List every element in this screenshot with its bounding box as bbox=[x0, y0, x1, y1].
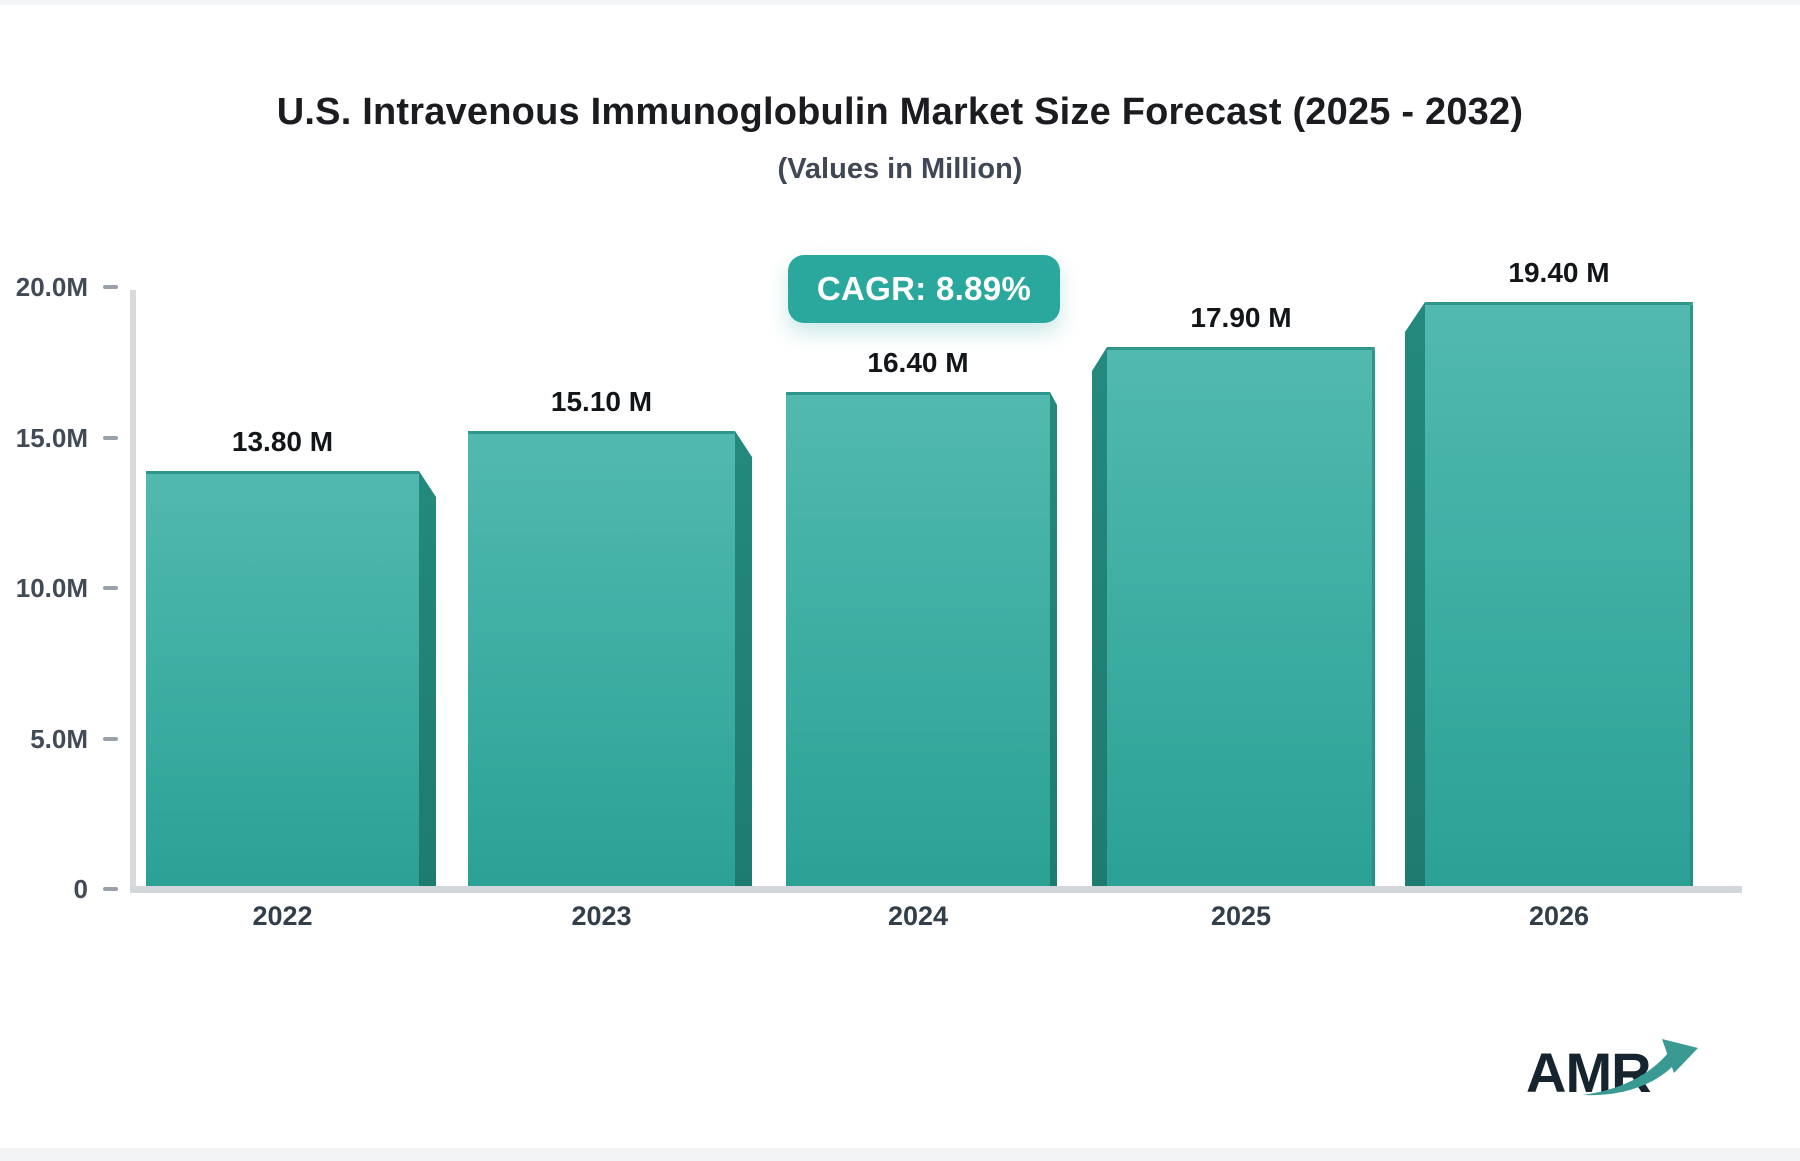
bar-2023 bbox=[468, 431, 735, 886]
trend-up-arrow-icon bbox=[1582, 1039, 1698, 1096]
chart-title: U.S. Intravenous Immunoglobulin Market S… bbox=[276, 91, 1524, 133]
bar-side-2022 bbox=[419, 471, 436, 886]
y-tick-label: 10.0M bbox=[15, 573, 88, 603]
bar-value-label: 13.80 M bbox=[231, 426, 334, 457]
amr-logo: AMR bbox=[1526, 1037, 1726, 1109]
x-tick-label: 2024 bbox=[887, 901, 949, 931]
y-tick-label: 0 bbox=[73, 874, 88, 904]
x-tick-label: 2026 bbox=[1528, 901, 1590, 931]
x-axis-line bbox=[130, 886, 1742, 893]
bar-2022 bbox=[146, 471, 419, 886]
y-axis-tick bbox=[103, 285, 118, 289]
bar-value-label: 19.40 M bbox=[1508, 257, 1610, 288]
y-axis-tick bbox=[103, 586, 118, 590]
bar-2026 bbox=[1425, 302, 1693, 886]
x-tick-label: 2022 bbox=[252, 901, 313, 931]
y-axis-line bbox=[130, 290, 136, 893]
bar-side-2025 bbox=[1092, 347, 1107, 886]
bar-side-2023 bbox=[735, 431, 752, 886]
amr-logo-text: AMR bbox=[1526, 1041, 1652, 1104]
bar-2024 bbox=[786, 392, 1050, 886]
y-axis-tick bbox=[103, 887, 118, 891]
x-tick-label: 2025 bbox=[1210, 901, 1272, 931]
y-tick-label: 20.0M bbox=[15, 272, 88, 302]
bar-2025 bbox=[1107, 347, 1375, 886]
bar-chart: 0 5.0M 10.0M 15.0M 20.0M 13.80 M 2022 15.10 M 20… bbox=[0, 5, 1800, 1161]
cagr-badge: CAGR: 8.89% bbox=[788, 255, 1060, 323]
x-tick-label: 2023 bbox=[571, 901, 632, 931]
cagr-badge-label: CAGR: 8.89% bbox=[816, 270, 1032, 307]
chart-card: U.S. Intravenous Immunoglobulin Market S… bbox=[0, 5, 1800, 1148]
bar-value-label: 15.10 M bbox=[550, 386, 653, 417]
bar-side-2026 bbox=[1405, 302, 1425, 886]
y-tick-label: 15.0M bbox=[15, 423, 88, 453]
y-tick-label: 5.0M bbox=[30, 724, 88, 754]
y-axis-tick bbox=[103, 737, 118, 741]
bar-value-label: 17.90 M bbox=[1190, 302, 1292, 333]
bar-side-2024 bbox=[1050, 392, 1057, 886]
chart-subtitle: (Values in Million) bbox=[777, 153, 1023, 185]
y-axis-tick bbox=[103, 436, 118, 440]
bar-value-label: 16.40 M bbox=[867, 347, 969, 378]
